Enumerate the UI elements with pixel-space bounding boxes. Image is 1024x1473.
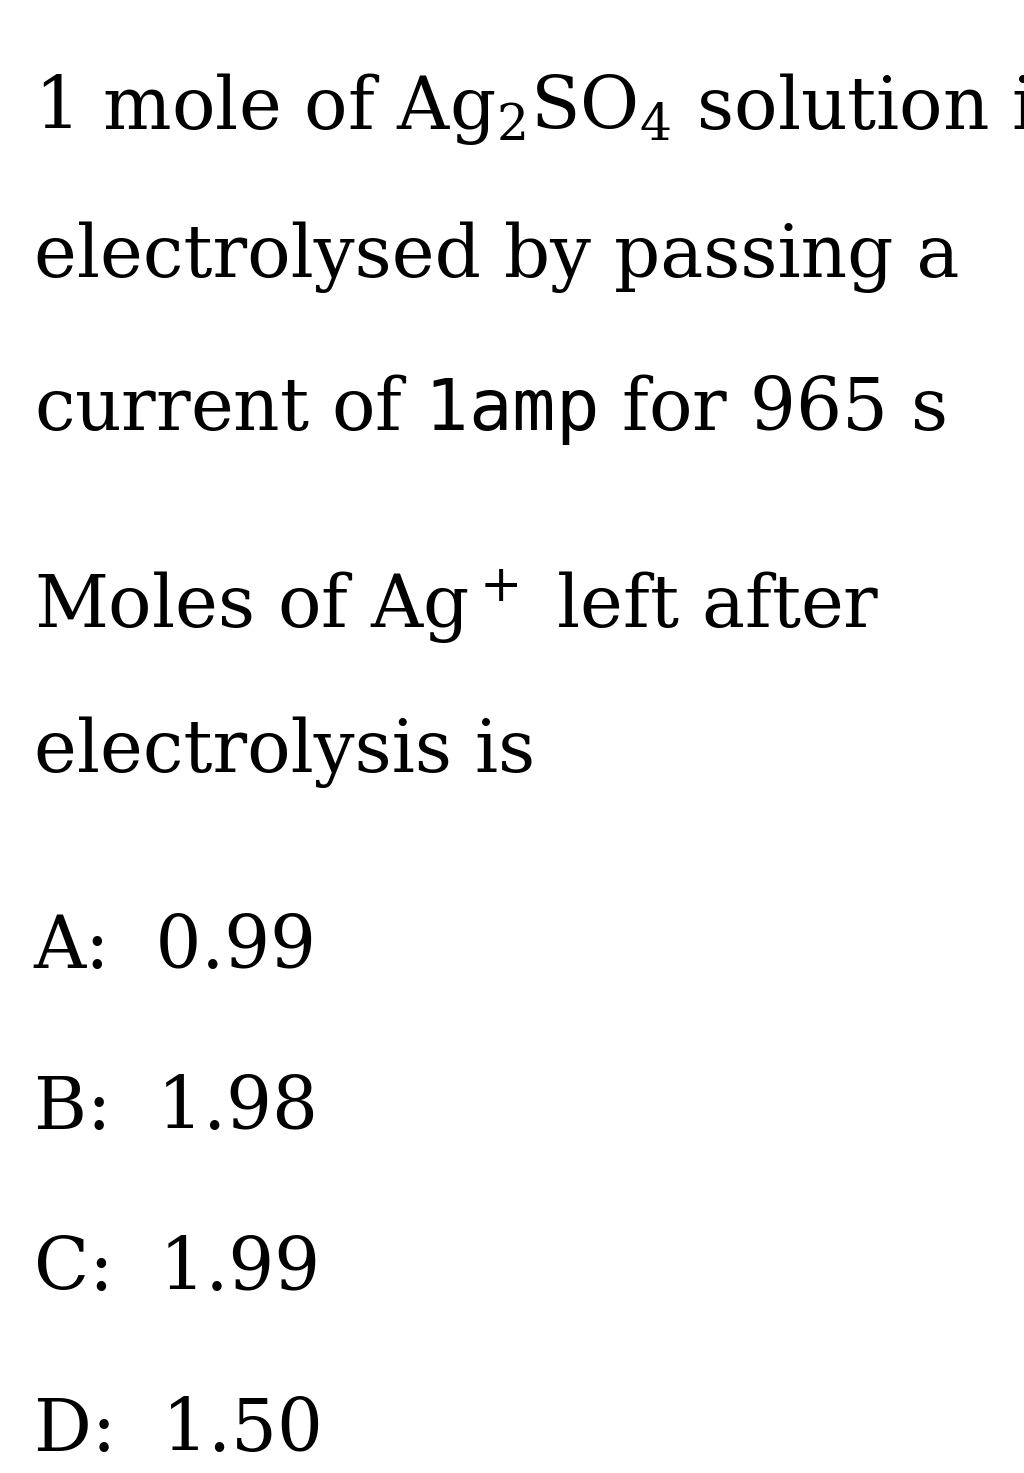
Text: current of $\mathtt{1amp}$ for 965 s: current of $\mathtt{1amp}$ for 965 s bbox=[34, 371, 945, 446]
Text: 1 mole of $\mathregular{Ag_2SO_4}$ solution is: 1 mole of $\mathregular{Ag_2SO_4}$ solut… bbox=[34, 72, 1024, 147]
Text: A: 0.99: A: 0.99 bbox=[34, 912, 316, 982]
Text: C: 1.99: C: 1.99 bbox=[34, 1234, 319, 1305]
Text: electrolysis is: electrolysis is bbox=[34, 717, 535, 788]
Text: D: 1.50: D: 1.50 bbox=[34, 1395, 323, 1466]
Text: electrolysed by passing a: electrolysed by passing a bbox=[34, 221, 958, 293]
Text: B: 1.98: B: 1.98 bbox=[34, 1074, 317, 1143]
Text: Moles of $\mathregular{Ag^+}$ left after: Moles of $\mathregular{Ag^+}$ left after bbox=[34, 567, 879, 645]
